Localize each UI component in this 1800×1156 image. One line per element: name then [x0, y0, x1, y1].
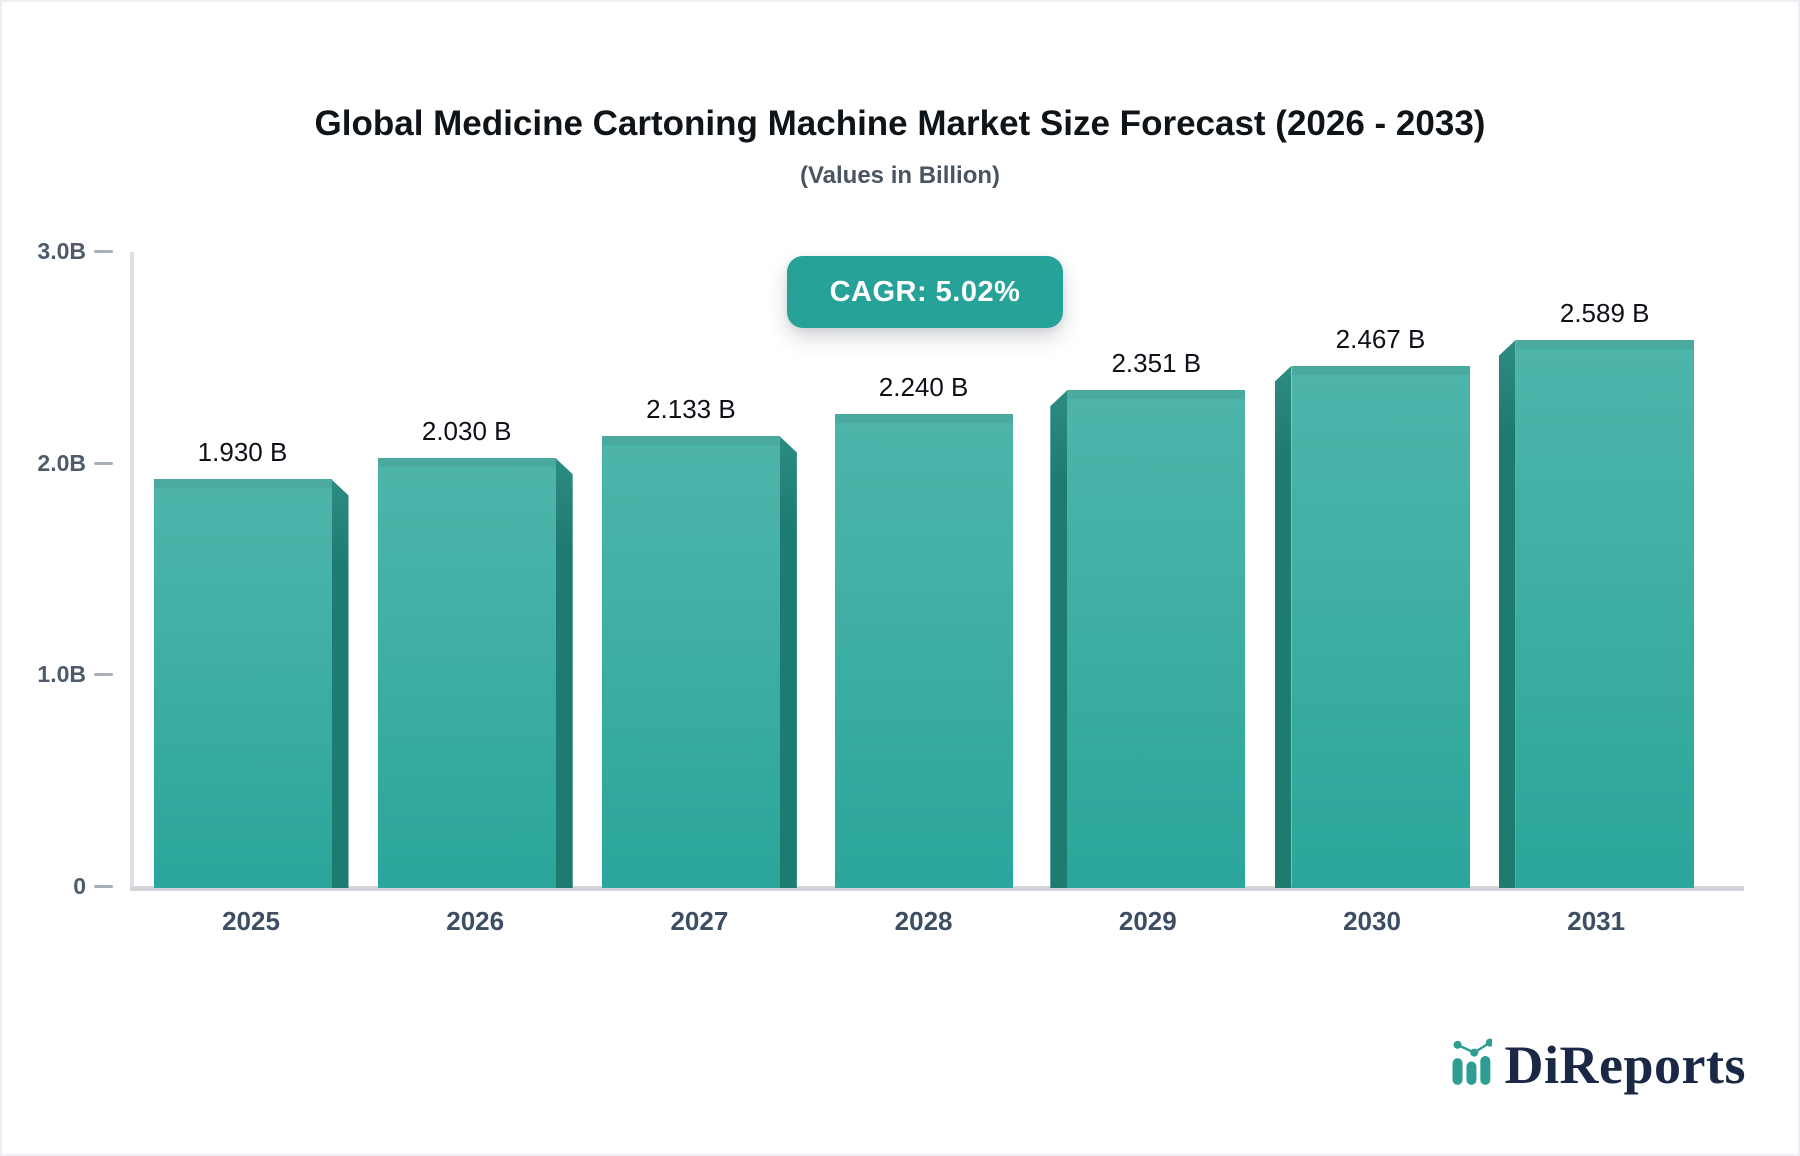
bar-top-cap: [1291, 365, 1470, 375]
bar-value-label: 2.240 B: [878, 371, 969, 402]
bar-2027: [601, 436, 780, 888]
y-axis-label: 2.0B: [37, 449, 86, 476]
x-axis-label: 2027: [670, 906, 729, 936]
bar-value-label: 2.133 B: [646, 394, 736, 425]
bar-value-label: 2.589 B: [1559, 297, 1650, 328]
x-axis-line: [130, 886, 1744, 891]
bar-2028: [834, 413, 1013, 888]
bar-top-cap: [1515, 339, 1694, 349]
y-axis-label: 3.0B: [37, 237, 86, 264]
brand-name: DiReports: [1504, 1035, 1746, 1095]
bar-2025: [153, 479, 332, 888]
cagr-badge: CAGR: 5.02%: [787, 256, 1063, 328]
bar-value-label: 1.930 B: [197, 437, 288, 468]
bar-2030: [1291, 365, 1470, 888]
y-axis-tick: [94, 673, 113, 677]
bar-top-cap: [377, 458, 556, 468]
bar-3d-side-panel: [1050, 390, 1068, 888]
x-axis-label: 2025: [222, 906, 280, 936]
bar-3d-side-panel: [555, 458, 573, 888]
x-axis-label: 2029: [1118, 906, 1177, 936]
y-axis-tick: [94, 885, 113, 888]
bar-2031: [1515, 339, 1694, 888]
x-axis-label: 2030: [1343, 906, 1401, 936]
bar-2029: [1067, 390, 1246, 888]
bar-top-cap: [834, 413, 1013, 423]
bar-3d-side-panel: [331, 479, 349, 888]
bar-3d-side-panel: [1498, 339, 1516, 888]
bar-value-label: 2.030 B: [421, 416, 512, 447]
x-axis-label: 2026: [446, 906, 505, 936]
x-axis-label: 2028: [894, 906, 953, 936]
x-axis-label: 2031: [1567, 906, 1626, 936]
chart-title: Global Medicine Cartoning Machine Market…: [314, 104, 1486, 143]
bar-3d-side-panel: [1274, 365, 1292, 888]
bar-value-label: 2.467 B: [1335, 323, 1426, 354]
brand-logo: DiReports: [1452, 1038, 1746, 1092]
bar-3d-side-panel: [779, 436, 797, 888]
chart-subtitle: (Values in Billion): [799, 162, 1001, 189]
logo-chart-icon: [1452, 1038, 1492, 1085]
bar-top-cap: [153, 479, 332, 489]
y-axis-tick: [94, 461, 113, 465]
y-axis-tick: [94, 249, 113, 253]
y-axis-line: [130, 252, 134, 891]
bar-2026: [377, 458, 556, 888]
bar-top-cap: [601, 436, 780, 446]
y-axis-label: 0: [73, 873, 86, 899]
y-axis-label: 1.0B: [37, 661, 86, 688]
bar-value-label: 2.351 B: [1111, 348, 1202, 379]
bar-top-cap: [1067, 390, 1246, 400]
